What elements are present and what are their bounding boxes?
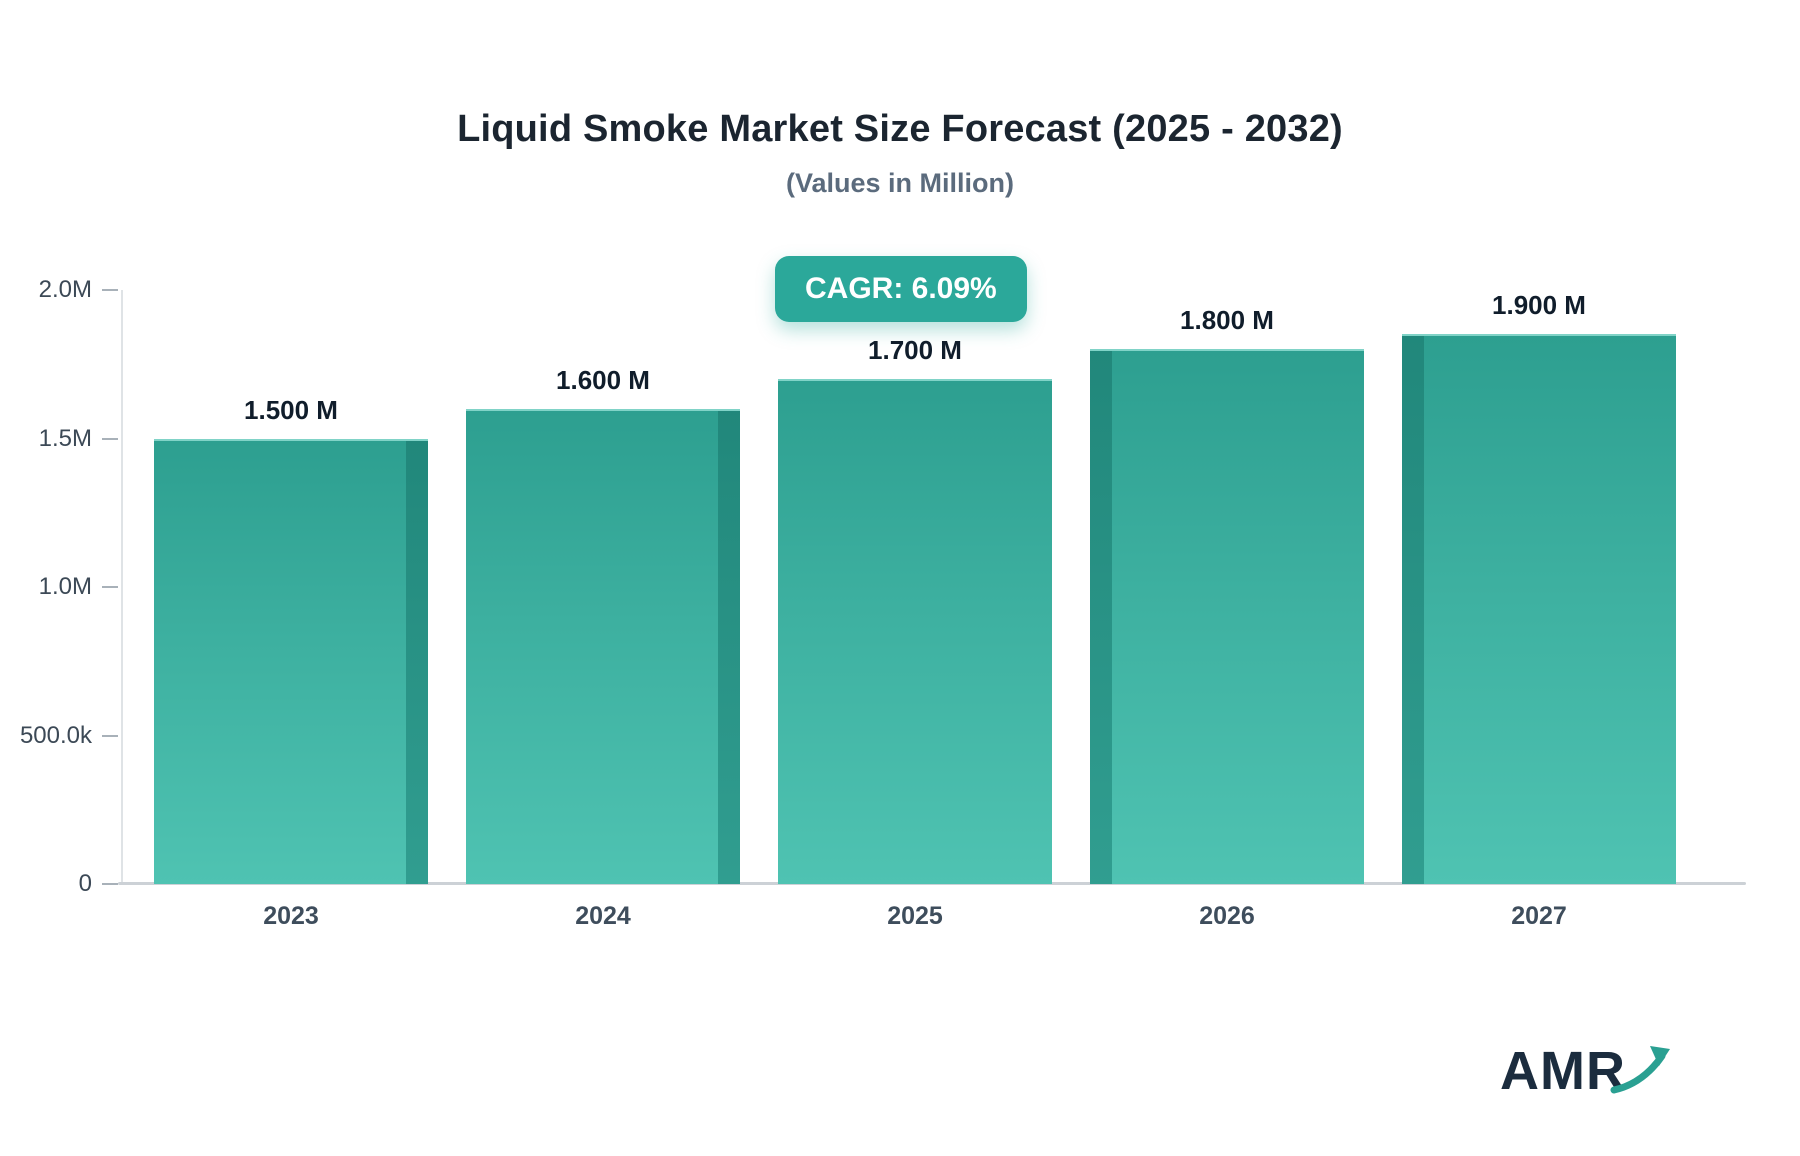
bar-value-label: 1.700 M [868,335,962,366]
y-tick-label: 500.0k [19,721,92,749]
y-axis-line [121,290,123,884]
bar[interactable] [1089,349,1365,884]
bar[interactable] [465,408,741,884]
x-tick-label: 2025 [887,902,943,930]
y-tick-label: 2.0M [38,276,92,303]
x-tick-label: 2023 [263,902,319,930]
bar-column: 1.900 M [1383,290,1695,884]
bar-side-face [1089,351,1112,884]
bar-side-face [406,440,429,884]
y-tick-label: 0 [78,870,92,897]
cagr-badge: CAGR: 6.09% [775,256,1027,322]
x-tick-label: 2027 [1511,902,1567,930]
bar-column: 1.700 M [759,290,1071,884]
bar-side-face [1401,336,1424,884]
y-tick-mark [102,883,118,885]
y-tick-label: 1.0M [38,573,92,600]
bar-column: 1.600 M [447,290,759,884]
y-tick-mark [102,437,118,440]
bar[interactable] [777,379,1053,884]
y-tick-mark [102,734,118,737]
bar[interactable] [1401,334,1677,884]
growth-arrow-icon [1610,1046,1670,1094]
x-axis: 2023 2024 2025 2026 2027 [135,902,1695,931]
bar-column: 1.800 M [1071,290,1383,884]
bars: 1.500 M 1.600 M 1.700 M 1.800 M 1.900 M [135,290,1695,884]
y-tick-mark [102,586,118,588]
y-tick-label: 1.5M [38,424,92,452]
bar-column: 1.500 M [135,290,447,884]
x-tick-label: 2026 [1199,902,1255,930]
bar-value-label: 1.800 M [1180,305,1274,336]
bar-value-label: 1.500 M [244,394,338,425]
chart-title: Liquid Smoke Market Size Forecast (2025 … [457,108,1343,150]
bar-value-label: 1.900 M [1492,290,1586,320]
plot-area: 1.500 M 1.600 M 1.700 M 1.800 M 1.900 M [135,290,1695,884]
chart-subtitle: (Values in Million) [785,168,1015,198]
y-axis: 0 500.0k 1.0M 1.5M 2.0M [0,278,118,896]
x-tick-label: 2024 [575,902,631,930]
amr-logo-text: AMR [1500,1041,1626,1101]
bar-value-label: 1.600 M [556,364,650,395]
y-tick-mark [102,289,118,291]
bar-side-face [718,410,741,884]
amr-logo: AMR [1500,1044,1672,1098]
bar[interactable] [153,438,429,884]
